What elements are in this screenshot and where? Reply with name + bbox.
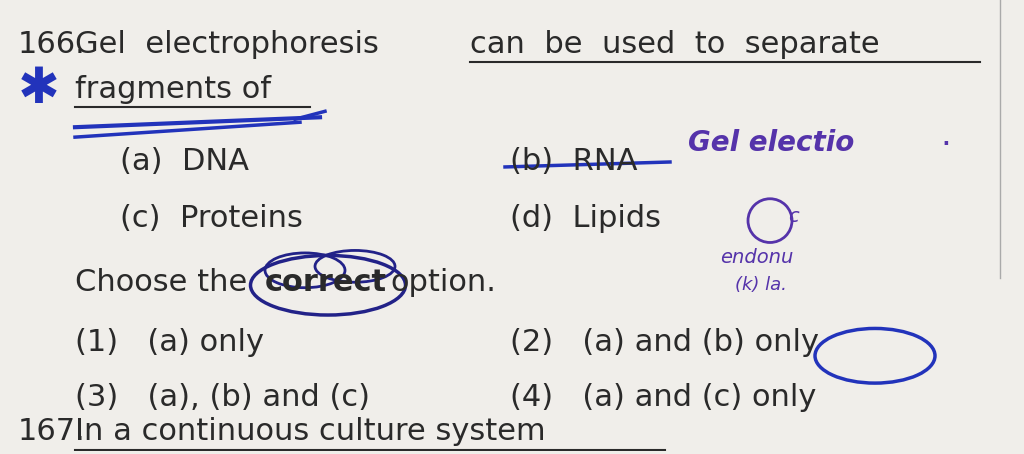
Text: endonu: endonu (720, 248, 794, 267)
Text: (c)  Proteins: (c) Proteins (120, 204, 303, 233)
Text: 167.: 167. (18, 417, 86, 446)
Text: ✱: ✱ (18, 64, 59, 113)
Text: option.: option. (390, 268, 496, 297)
Text: In a continuous culture system: In a continuous culture system (75, 417, 546, 446)
Text: (b)  RNA: (b) RNA (510, 147, 638, 176)
Text: (4)   (a) and (c) only: (4) (a) and (c) only (510, 383, 816, 412)
Text: correct: correct (265, 268, 387, 297)
Text: can  be  used  to  separate: can be used to separate (470, 30, 880, 59)
Text: fragments of: fragments of (75, 74, 271, 104)
Text: 166.: 166. (18, 30, 86, 59)
Text: (a)  DNA: (a) DNA (120, 147, 249, 176)
Text: Gel  electrophoresis: Gel electrophoresis (75, 30, 379, 59)
Text: (3)   (a), (b) and (c): (3) (a), (b) and (c) (75, 383, 370, 412)
Text: c: c (788, 207, 799, 226)
Text: ·: · (940, 129, 950, 162)
Text: (1)   (a) only: (1) (a) only (75, 328, 264, 357)
Text: Gel electio: Gel electio (688, 129, 854, 157)
Text: (2)   (a) and (b) only: (2) (a) and (b) only (510, 328, 819, 357)
Text: (d)  Lipids: (d) Lipids (510, 204, 662, 233)
Text: (k) la.: (k) la. (735, 276, 786, 294)
Text: Choose the: Choose the (75, 268, 247, 297)
